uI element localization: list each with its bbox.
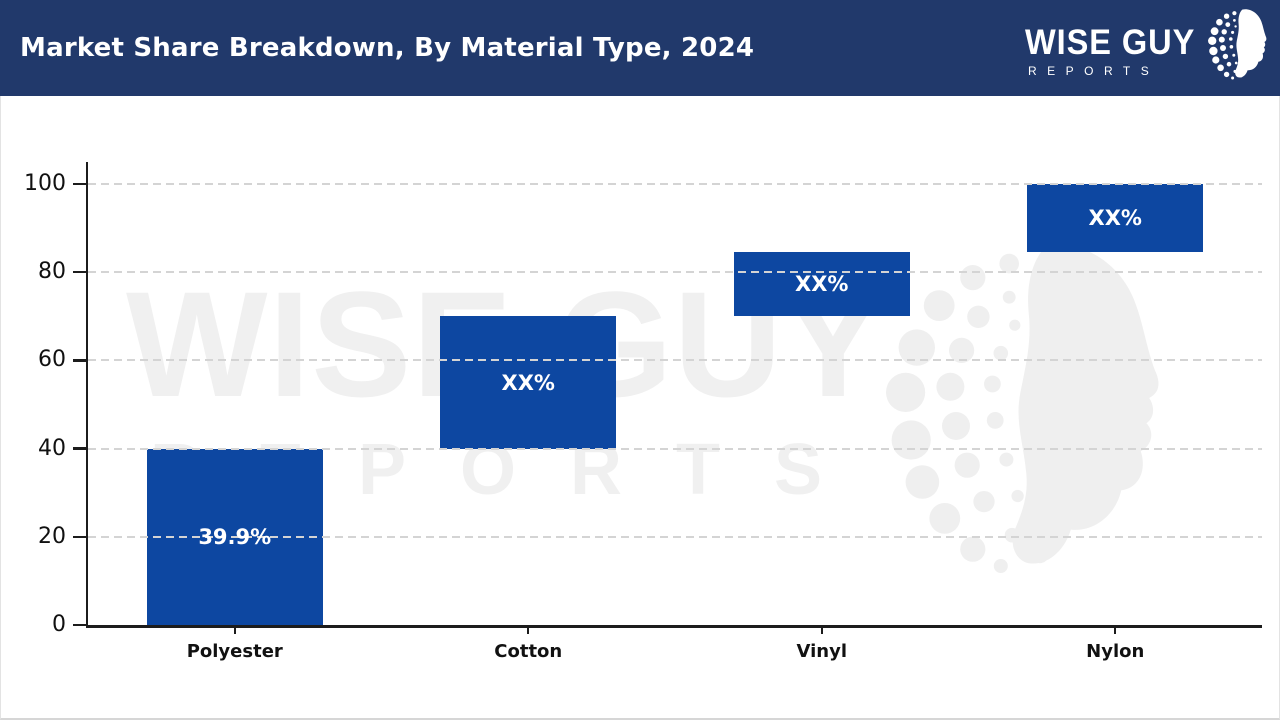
gridline-20 bbox=[88, 535, 1262, 538]
bar-cotton bbox=[440, 316, 617, 450]
logo-subtext: REPORTS bbox=[1027, 63, 1160, 78]
y-tick-0 bbox=[73, 623, 86, 627]
y-tick-label-60: 60 bbox=[38, 347, 66, 373]
x-category-label-vinyl: Vinyl bbox=[796, 641, 847, 662]
bar-nylon bbox=[1027, 184, 1204, 253]
x-tick-polyester bbox=[233, 627, 236, 634]
y-tick-label-20: 20 bbox=[38, 523, 66, 549]
bar-value-label-nylon: XX% bbox=[1088, 206, 1142, 231]
y-tick-100 bbox=[73, 182, 86, 186]
y-tick-60 bbox=[73, 359, 86, 362]
logo-text: WISE GUY REPORTS bbox=[1025, 25, 1208, 78]
y-tick-80 bbox=[73, 271, 86, 274]
logo-face-icon bbox=[1208, 6, 1268, 90]
y-tick-label-40: 40 bbox=[38, 435, 66, 461]
bar-value-label-vinyl: XX% bbox=[795, 272, 849, 297]
bar-value-label-cotton: XX% bbox=[501, 370, 555, 395]
x-tick-cotton bbox=[527, 627, 530, 634]
page-title: Market Share Breakdown, By Material Type… bbox=[20, 33, 755, 63]
y-tick-label-0: 0 bbox=[52, 612, 66, 637]
x-category-label-polyester: Polyester bbox=[186, 641, 283, 662]
y-tick-20 bbox=[73, 535, 86, 538]
gridline-40 bbox=[88, 447, 1262, 450]
wise-guy-logo: WISE GUY REPORTS bbox=[1025, 6, 1268, 90]
gridline-100 bbox=[88, 183, 1262, 186]
y-tick-40 bbox=[73, 447, 86, 450]
bar-value-label-polyester: 39.9% bbox=[198, 525, 272, 550]
y-tick-label-100: 100 bbox=[24, 171, 66, 197]
bar-vinyl bbox=[733, 252, 910, 317]
x-category-label-nylon: Nylon bbox=[1086, 641, 1145, 662]
y-tick-label-80: 80 bbox=[38, 259, 66, 285]
plot-area: 0 20 40 60 80 100 39.9% Polyester XX% Cotton XX% Vi… bbox=[24, 162, 1262, 662]
gridline-60 bbox=[88, 359, 1262, 362]
header: Market Share Breakdown, By Material Type… bbox=[0, 0, 1280, 96]
x-axis-spine bbox=[85, 625, 1262, 628]
y-axis-spine bbox=[85, 162, 88, 628]
gridline-80 bbox=[88, 271, 1262, 274]
x-tick-nylon bbox=[1114, 627, 1117, 634]
x-category-label-cotton: Cotton bbox=[494, 641, 563, 662]
logo-wordmark: WISE GUY bbox=[1024, 22, 1196, 62]
x-tick-vinyl bbox=[820, 627, 823, 634]
